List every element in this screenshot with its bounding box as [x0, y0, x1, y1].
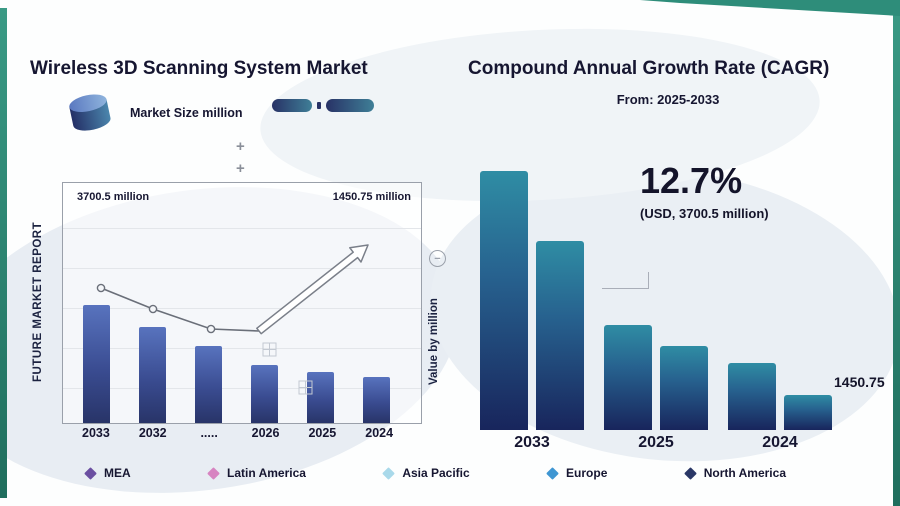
cagr-subtitle: From: 2025-2033 — [616, 92, 720, 107]
market-bar — [83, 305, 110, 423]
cagr-bar — [728, 363, 776, 430]
top-right-accent — [640, 0, 900, 16]
market-bar — [195, 346, 222, 423]
legend-label: Latin America — [227, 466, 306, 480]
left-bars — [83, 183, 421, 423]
cagr-bar — [480, 171, 528, 430]
market-title: Wireless 3D Scanning System Market — [30, 58, 368, 79]
pill-dot-icon — [317, 102, 321, 109]
right-edge-accent — [893, 0, 900, 506]
pill-icon — [326, 99, 374, 112]
cagr-bar-group — [728, 363, 832, 430]
gridline — [63, 348, 421, 349]
legend-item-north-america: North America — [683, 466, 786, 480]
market-bar — [307, 372, 334, 423]
right-groups — [480, 150, 832, 430]
gridline — [63, 388, 421, 389]
y-axis-label: Value by million — [428, 298, 440, 386]
step-line-decoration — [602, 272, 649, 289]
x-tick-label: 2033 — [514, 434, 550, 451]
cagr-bar-group — [480, 171, 584, 430]
market-size-legend: Market Size million — [62, 92, 243, 134]
market-bar — [139, 327, 166, 423]
plus-icon: + — [236, 138, 245, 155]
gridline — [63, 268, 421, 269]
legend-diamond-icon — [546, 466, 559, 480]
side-watermark: FUTURE MARKET REPORT — [32, 221, 44, 383]
market-bar — [363, 377, 390, 423]
x-tick-label: 2026 — [251, 426, 280, 440]
max-value-annotation: 3700.5 million — [77, 191, 150, 203]
x-tick-label: 2025 — [638, 434, 674, 451]
minus-icon: − — [429, 250, 446, 267]
market-size-label: Market Size million — [130, 106, 243, 120]
left-edge-accent — [0, 8, 7, 498]
cagr-bar — [536, 241, 584, 430]
plus-icon: + — [236, 160, 245, 177]
legend-label: Asia Pacific — [402, 466, 470, 480]
left-xlabels: 2033 2032..... 2026 2025 2024 — [82, 426, 420, 440]
legend-item-europe: Europe — [546, 466, 608, 480]
end-value-annotation: 1450.75 million — [332, 191, 411, 203]
legend-item-mea: MEA — [84, 466, 131, 480]
cagr-title: Compound Annual Growth Rate (CAGR) — [468, 58, 830, 79]
database-icon — [69, 94, 111, 131]
legend-label: Europe — [566, 466, 608, 480]
x-tick-label: 2025 — [308, 426, 337, 440]
x-tick-label: ..... — [200, 426, 218, 440]
cagr-bar — [660, 346, 708, 430]
pill-decoration — [272, 99, 374, 112]
legend-label: MEA — [104, 466, 131, 480]
x-tick-label: 2024 — [762, 434, 798, 451]
gridline — [63, 228, 421, 229]
legend-diamond-icon — [84, 466, 97, 480]
pill-icon — [272, 99, 312, 112]
legend-item-asia-pacific: Asia Pacific — [382, 466, 470, 480]
cagr-bar — [784, 395, 832, 430]
value-annotation: 1450.75 — [834, 374, 885, 390]
legend-row: MEA Latin America Asia Pacific Europe North … — [84, 466, 786, 480]
cagr-note: (USD, 3700.5 million) — [640, 206, 769, 221]
legend-diamond-icon — [207, 466, 220, 480]
x-tick-label: 2033 — [82, 426, 110, 440]
legend-diamond-icon — [382, 466, 396, 480]
legend-item-latin-america: Latin America — [207, 466, 306, 480]
market-size-chart: 3700.5 million 1450.75 million — [62, 182, 422, 424]
cagr-bar — [604, 325, 652, 430]
right-xlabels: 2033 2025 2024 — [480, 434, 832, 452]
market-bar — [251, 365, 278, 423]
x-tick-label: 2024 — [365, 426, 394, 440]
legend-diamond-icon — [683, 466, 697, 480]
legend-label: North America — [703, 466, 786, 480]
cagr-bar-group — [604, 325, 708, 430]
x-tick-label: 2032 — [138, 426, 167, 440]
cagr-value: 12.7% — [640, 160, 743, 201]
